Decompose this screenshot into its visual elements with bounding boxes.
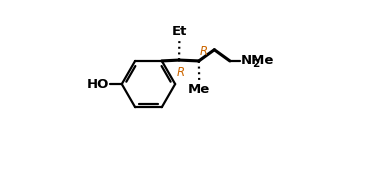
- Text: Et: Et: [172, 25, 187, 38]
- Text: 2: 2: [252, 59, 259, 69]
- Text: R: R: [200, 45, 208, 58]
- Text: R: R: [176, 66, 184, 79]
- Text: Me: Me: [188, 83, 210, 96]
- Text: NMe: NMe: [241, 54, 275, 67]
- Text: HO: HO: [86, 78, 109, 90]
